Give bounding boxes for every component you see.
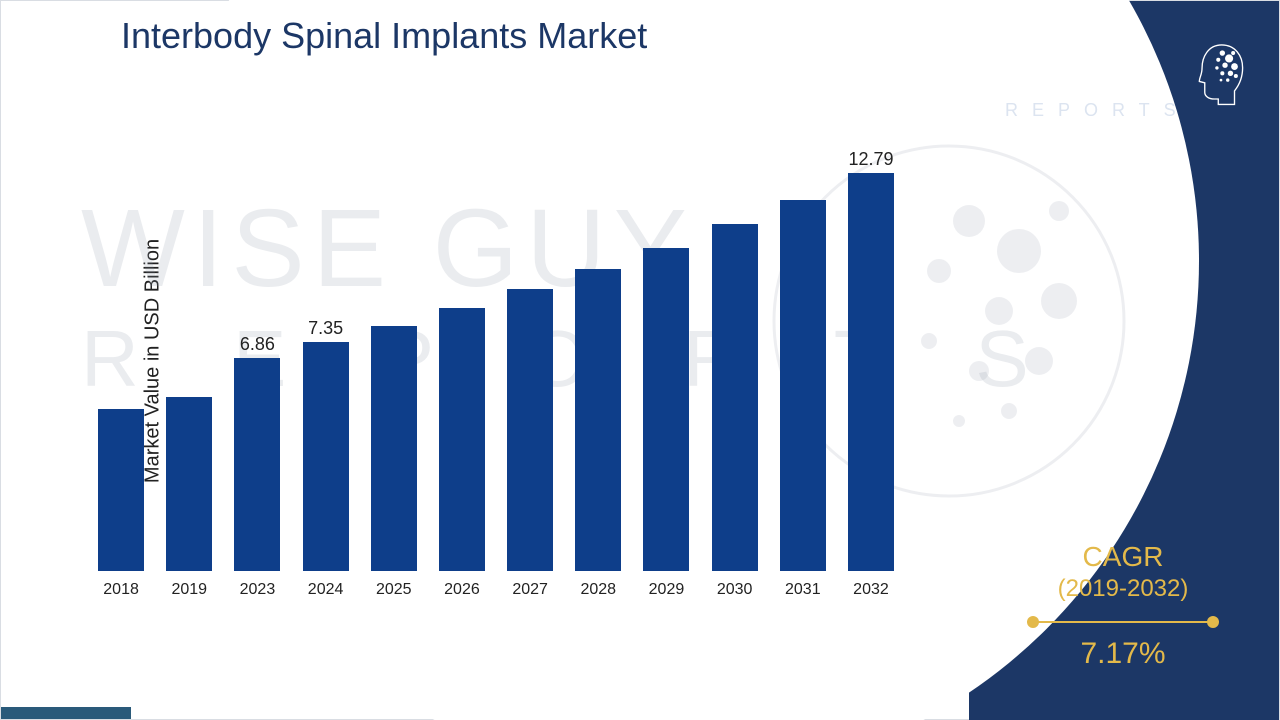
cagr-period: (2019-2032) [1013,575,1233,603]
x-tick-label: 2030 [717,581,753,599]
x-tick-label: 2032 [853,581,889,599]
bar-slot: 2019 [155,151,223,571]
bar [371,326,417,571]
brand-logo: WISE GUY REPORTS [1005,19,1245,129]
bar-value-label: 12.79 [848,149,893,170]
cagr-title: CAGR [1013,541,1233,573]
bar [643,248,689,571]
bar-chart: 201820196.8620237.3520242025202620272028… [81,151,911,571]
x-tick-label: 2031 [785,581,821,599]
bar-slot: 2018 [87,151,155,571]
bar [439,308,485,571]
bar-slot: 2025 [360,151,428,571]
x-tick-label: 2028 [580,581,616,599]
bar-value-label: 7.35 [308,318,343,339]
bar-slot: 2030 [701,151,769,571]
bottom-strip [1,707,131,719]
cagr-box: CAGR (2019-2032) 7.17% [1013,541,1233,671]
bar-slot: 2031 [769,151,837,571]
x-tick-label: 2027 [512,581,548,599]
bar [575,269,621,571]
bar [507,289,553,571]
bar: 7.35 [303,342,349,571]
x-tick-label: 2024 [308,581,344,599]
bar-slot: 2027 [496,151,564,571]
x-tick-label: 2023 [240,581,276,599]
x-tick-label: 2025 [376,581,412,599]
x-tick-label: 2029 [649,581,685,599]
bar-slot: 12.792032 [837,151,905,571]
cagr-divider [1033,621,1213,623]
bar [98,409,144,571]
x-tick-label: 2026 [444,581,480,599]
head-icon [1198,29,1245,119]
x-tick-label: 2018 [103,581,139,599]
bar-value-label: 6.86 [240,334,275,355]
bar: 12.79 [848,173,894,571]
logo-line1: WISE GUY [1005,29,1190,97]
bar-slot: 6.862023 [223,151,291,571]
bar-slot: 7.352024 [292,151,360,571]
bar [780,200,826,571]
bar [712,224,758,571]
bar-slot: 2028 [564,151,632,571]
bar: 6.86 [234,358,280,571]
chart-title: Interbody Spinal Implants Market [121,15,647,57]
cagr-value: 7.17% [1013,637,1233,671]
infographic-canvas: WISE GUY REPORTS [0,0,1280,720]
bar [166,397,212,571]
x-tick-label: 2019 [171,581,207,599]
bar-slot: 2029 [632,151,700,571]
bar-slot: 2026 [428,151,496,571]
logo-line2: REPORTS [1005,101,1190,119]
